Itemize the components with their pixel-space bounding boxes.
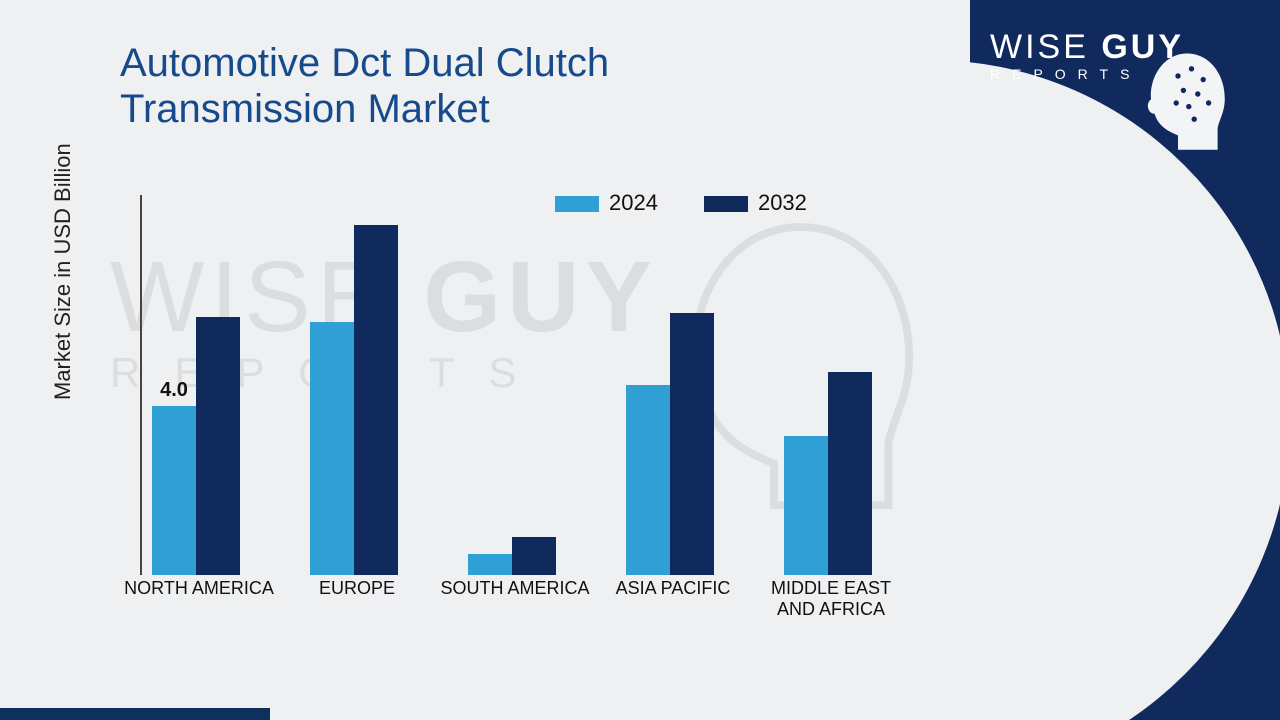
bar-a (626, 385, 670, 575)
logo-head-icon (1142, 48, 1232, 158)
category-label: ASIA PACIFIC (598, 578, 748, 599)
chart-title: Automotive Dct Dual Clutch Transmission … (120, 40, 740, 132)
bar-a (468, 554, 512, 575)
category-label: MIDDLE EAST AND AFRICA (756, 578, 906, 619)
bar-a (784, 436, 828, 575)
stage: WISE GUY REPORTS Automotive Dct Dual Clu… (0, 0, 1280, 720)
bar-b (512, 537, 556, 575)
category-label: EUROPE (282, 578, 432, 599)
bar-b (196, 317, 240, 575)
chart-area: 4.0 (110, 195, 930, 575)
bar-b (670, 313, 714, 575)
value-label: 4.0 (144, 379, 204, 402)
bottom-accent-bar (0, 708, 270, 720)
y-axis-label: Market Size in USD Billion (50, 143, 76, 400)
category-label: NORTH AMERICA (124, 578, 274, 599)
bar-a (310, 322, 354, 575)
bar-b (828, 372, 872, 575)
category-label: SOUTH AMERICA (440, 578, 590, 599)
brand-logo: WISE GUY REPORTS (990, 30, 1250, 82)
bar-a (152, 406, 196, 575)
bar-b (354, 225, 398, 575)
plot-area: 4.0 (140, 195, 930, 575)
logo-line1a: WISE (990, 28, 1089, 66)
